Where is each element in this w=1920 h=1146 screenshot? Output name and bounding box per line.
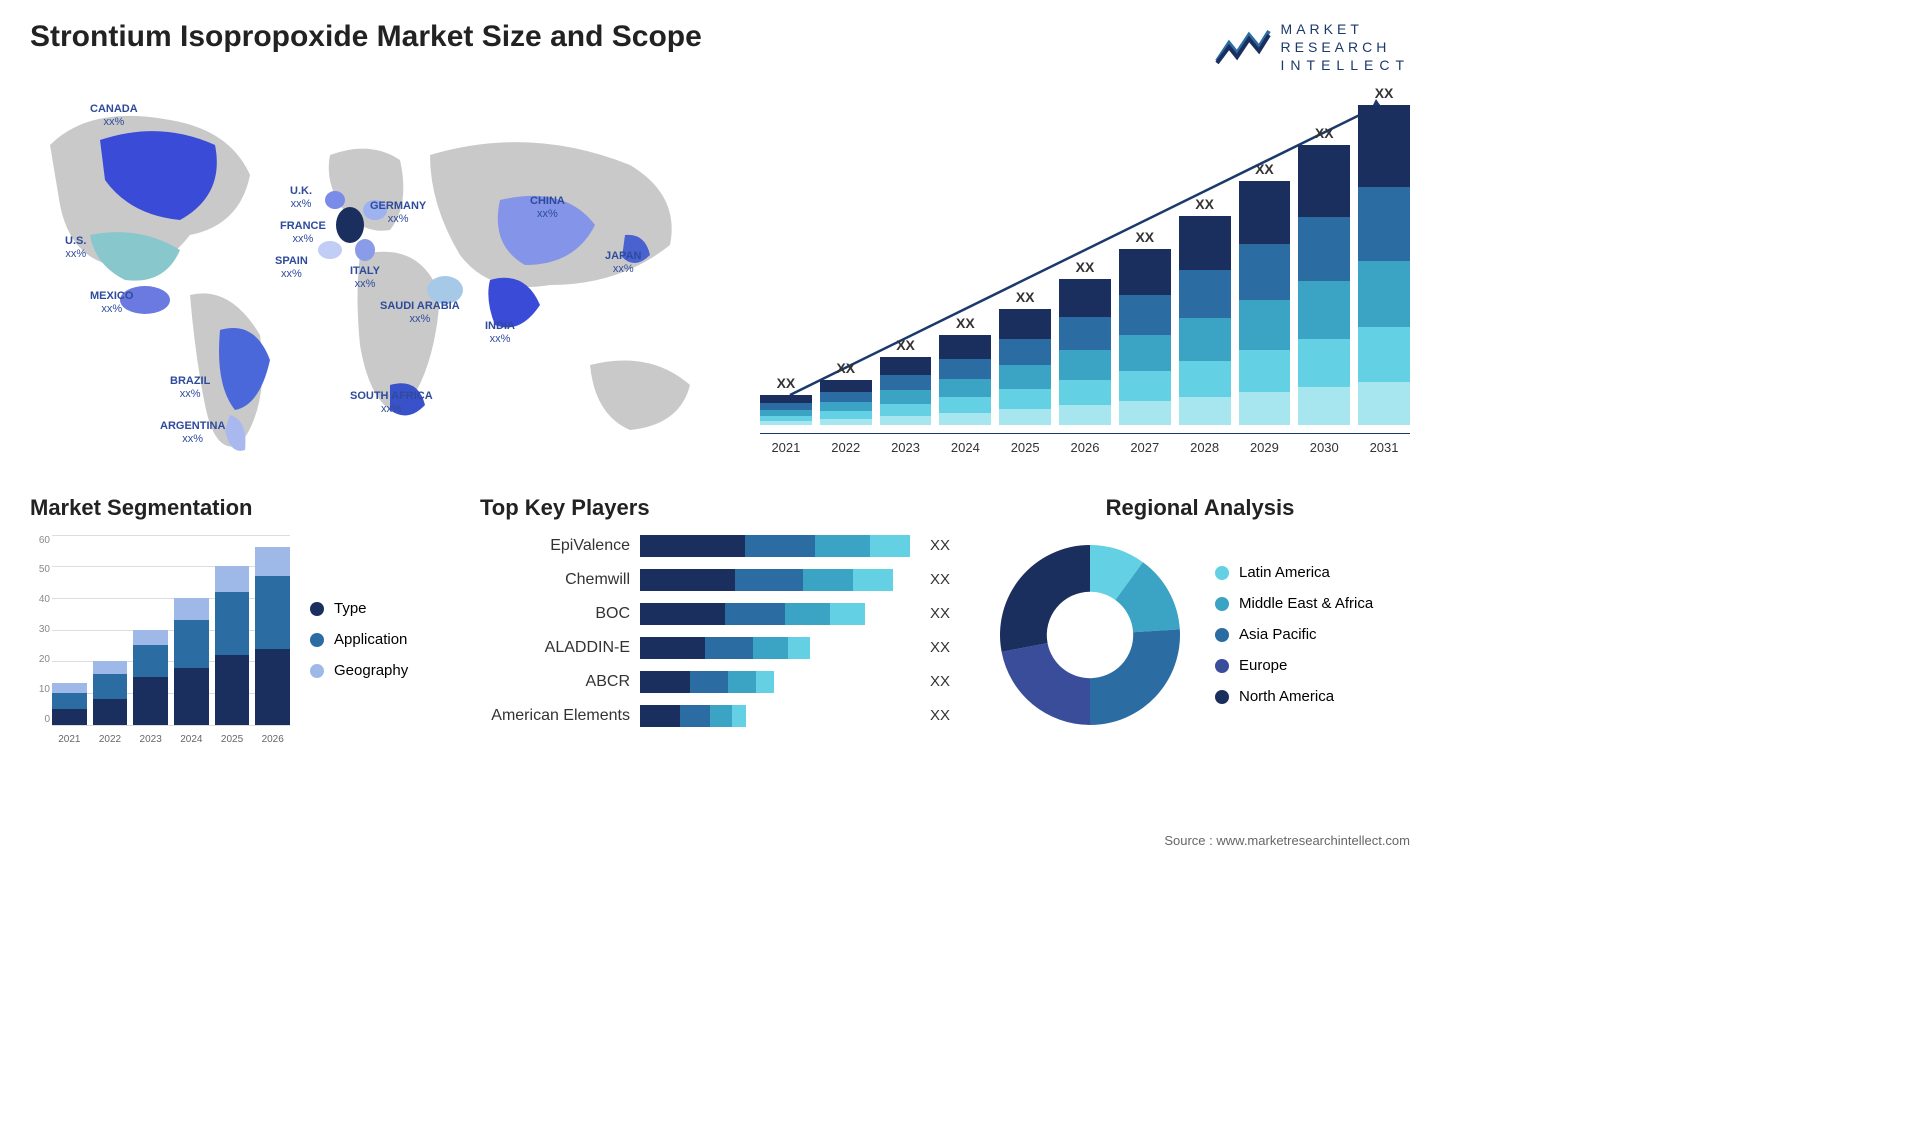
growth-bar-2021: XX bbox=[760, 375, 812, 425]
page-title: Strontium Isopropoxide Market Size and S… bbox=[30, 20, 702, 54]
growth-bar-2026: XX bbox=[1059, 259, 1111, 425]
growth-bar-label: XX bbox=[896, 337, 915, 353]
segmentation-panel: Market Segmentation 6050403020100 202120… bbox=[30, 495, 450, 745]
player-row-epivalence: EpiValenceXX bbox=[480, 535, 960, 557]
growth-bar-2025: XX bbox=[999, 289, 1051, 425]
regional-panel: Regional Analysis Latin America Middle Ea… bbox=[990, 495, 1410, 745]
world-map-panel: CANADAxx% U.S.xx% MEXICOxx% BRAZILxx% ARGENT… bbox=[30, 85, 730, 465]
seg-legend-item: Geography bbox=[310, 662, 408, 679]
map-label-saudiarabia: SAUDI ARABIAxx% bbox=[380, 300, 460, 326]
map-label-argentina: ARGENTINAxx% bbox=[160, 420, 225, 446]
growth-bar-2023: XX bbox=[880, 337, 932, 425]
growth-bar-label: XX bbox=[956, 315, 975, 331]
growth-xaxis-label: 2029 bbox=[1239, 440, 1291, 455]
player-row-boc: BOCXX bbox=[480, 603, 960, 625]
player-row-aladdine: ALADDIN-EXX bbox=[480, 637, 960, 659]
growth-xaxis-label: 2027 bbox=[1119, 440, 1171, 455]
seg-bar-2026 bbox=[255, 547, 290, 724]
growth-bar-label: XX bbox=[1375, 85, 1394, 101]
seg-legend-item: Application bbox=[310, 631, 408, 648]
regional-donut-chart bbox=[990, 535, 1190, 735]
player-row-americanelements: American ElementsXX bbox=[480, 705, 960, 727]
regional-legend-item: North America bbox=[1215, 688, 1373, 705]
growth-bar-label: XX bbox=[1255, 161, 1274, 177]
growth-bar-2030: XX bbox=[1298, 125, 1350, 425]
logo-line2: RESEARCH bbox=[1281, 38, 1410, 56]
growth-bar-label: XX bbox=[1016, 289, 1035, 305]
brand-logo: MARKET RESEARCH INTELLECT bbox=[1215, 20, 1410, 75]
growth-xaxis-label: 2028 bbox=[1179, 440, 1231, 455]
map-label-italy: ITALYxx% bbox=[350, 265, 380, 291]
growth-xaxis-label: 2024 bbox=[939, 440, 991, 455]
seg-bar-2024 bbox=[174, 598, 209, 725]
segmentation-chart: 6050403020100 202120222023202420252026 bbox=[30, 535, 290, 745]
donut-slice-asiapacific bbox=[1090, 629, 1180, 725]
growth-bar-label: XX bbox=[836, 360, 855, 376]
seg-legend-item: Type bbox=[310, 600, 408, 617]
growth-bar-label: XX bbox=[1135, 229, 1154, 245]
logo-icon bbox=[1215, 25, 1271, 70]
growth-xaxis-label: 2023 bbox=[880, 440, 932, 455]
growth-xaxis-label: 2031 bbox=[1358, 440, 1410, 455]
growth-chart: XX XX XX XX XX XX XX XX XX XX XX 2021 2022 2023 2024 2… bbox=[760, 85, 1410, 465]
regional-legend-item: Middle East & Africa bbox=[1215, 595, 1373, 612]
seg-bar-2025 bbox=[215, 566, 250, 724]
growth-xaxis-label: 2026 bbox=[1059, 440, 1111, 455]
map-label-spain: SPAINxx% bbox=[275, 255, 308, 281]
logo-line1: MARKET bbox=[1281, 20, 1410, 38]
growth-bar-2022: XX bbox=[820, 360, 872, 425]
regional-legend-item: Europe bbox=[1215, 657, 1373, 674]
player-row-chemwill: ChemwillXX bbox=[480, 569, 960, 591]
map-label-japan: JAPANxx% bbox=[605, 250, 641, 276]
players-title: Top Key Players bbox=[480, 495, 960, 521]
segmentation-title: Market Segmentation bbox=[30, 495, 450, 521]
growth-xaxis-label: 2022 bbox=[820, 440, 872, 455]
map-label-india: INDIAxx% bbox=[485, 320, 515, 346]
donut-slice-northamerica bbox=[1000, 545, 1090, 652]
logo-line3: INTELLECT bbox=[1281, 56, 1410, 74]
player-row-abcr: ABCRXX bbox=[480, 671, 960, 693]
map-label-canada: CANADAxx% bbox=[90, 103, 138, 129]
map-label-brazil: BRAZILxx% bbox=[170, 375, 210, 401]
growth-bar-2024: XX bbox=[939, 315, 991, 425]
map-label-france: FRANCExx% bbox=[280, 220, 326, 246]
growth-xaxis-label: 2025 bbox=[999, 440, 1051, 455]
growth-bar-label: XX bbox=[1076, 259, 1095, 275]
map-label-mexico: MEXICOxx% bbox=[90, 290, 133, 316]
segmentation-legend: Type Application Geography bbox=[310, 600, 408, 679]
growth-xaxis-label: 2021 bbox=[760, 440, 812, 455]
growth-bar-label: XX bbox=[777, 375, 796, 391]
map-label-germany: GERMANYxx% bbox=[370, 200, 426, 226]
map-label-uk: U.K.xx% bbox=[290, 185, 312, 211]
growth-xaxis-label: 2030 bbox=[1298, 440, 1350, 455]
players-panel: Top Key Players EpiValenceXX ChemwillXX BO… bbox=[480, 495, 960, 745]
map-label-china: CHINAxx% bbox=[530, 195, 565, 221]
seg-bar-2022 bbox=[93, 661, 128, 724]
map-label-us: U.S.xx% bbox=[65, 235, 86, 261]
regional-legend-item: Asia Pacific bbox=[1215, 626, 1373, 643]
regional-legend: Latin America Middle East & Africa Asia Pa… bbox=[1215, 564, 1373, 705]
growth-bar-label: XX bbox=[1195, 196, 1214, 212]
growth-bar-label: XX bbox=[1315, 125, 1334, 141]
regional-legend-item: Latin America bbox=[1215, 564, 1373, 581]
source-footer: Source : www.marketresearchintellect.com bbox=[1164, 833, 1410, 848]
map-label-southafrica: SOUTH AFRICAxx% bbox=[350, 390, 433, 416]
growth-bar-2027: XX bbox=[1119, 229, 1171, 425]
growth-bar-2029: XX bbox=[1239, 161, 1291, 425]
regional-title: Regional Analysis bbox=[990, 495, 1410, 521]
growth-bar-2031: XX bbox=[1358, 85, 1410, 425]
growth-bar-2028: XX bbox=[1179, 196, 1231, 425]
seg-bar-2023 bbox=[133, 630, 168, 725]
donut-slice-europe bbox=[1002, 643, 1090, 725]
seg-bar-2021 bbox=[52, 683, 87, 724]
